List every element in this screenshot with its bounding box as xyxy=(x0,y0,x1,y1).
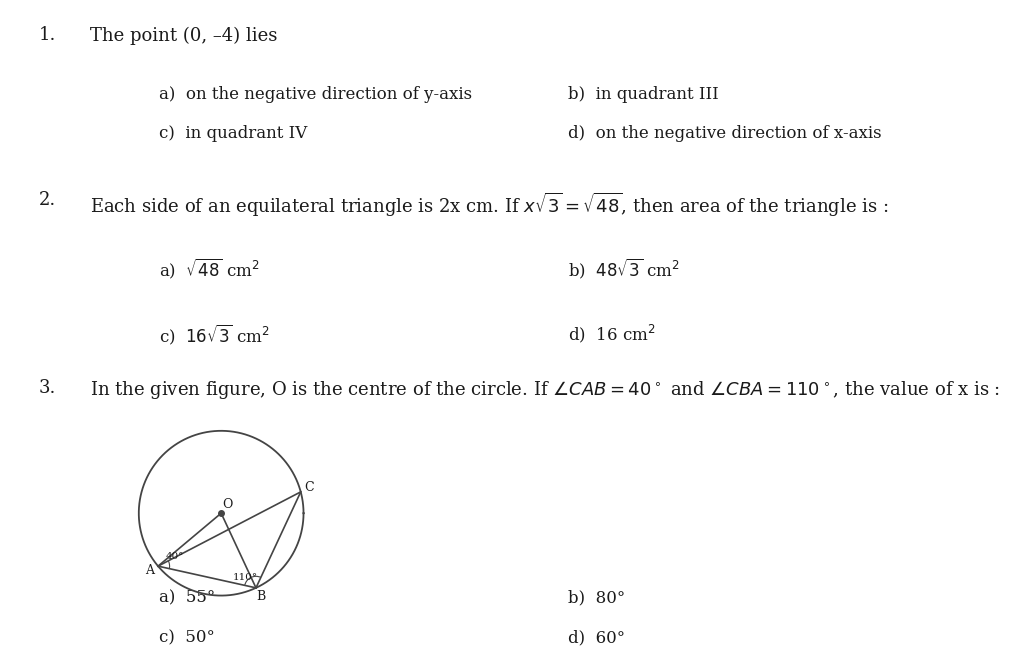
Text: 40°: 40° xyxy=(165,552,183,561)
Text: Each side of an equilateral triangle is 2x cm. If $x\sqrt{3} = \sqrt{48}$, then : Each side of an equilateral triangle is … xyxy=(90,191,889,219)
Text: A: A xyxy=(145,563,155,577)
Text: b)  80°: b) 80° xyxy=(568,590,626,607)
Text: d)  16 cm$^2$: d) 16 cm$^2$ xyxy=(568,323,656,345)
Text: C: C xyxy=(304,481,313,494)
Text: a)  55°: a) 55° xyxy=(159,590,215,607)
Text: In the given figure, O is the centre of the circle. If $\angle CAB = 40^\circ$ a: In the given figure, O is the centre of … xyxy=(90,379,1000,401)
Text: b)  in quadrant III: b) in quadrant III xyxy=(568,86,719,103)
Text: d)  60°: d) 60° xyxy=(568,629,626,646)
Text: The point (0, –4) lies: The point (0, –4) lies xyxy=(90,26,278,45)
Text: 110°: 110° xyxy=(232,573,258,582)
Text: c)  $16\sqrt{3}$ cm$^2$: c) $16\sqrt{3}$ cm$^2$ xyxy=(159,323,269,347)
Text: d)  on the negative direction of x-axis: d) on the negative direction of x-axis xyxy=(568,125,882,142)
Text: 1.: 1. xyxy=(39,26,56,44)
Text: a)  $\sqrt{48}$ cm$^2$: a) $\sqrt{48}$ cm$^2$ xyxy=(159,257,259,281)
Text: a)  on the negative direction of y-axis: a) on the negative direction of y-axis xyxy=(159,86,472,103)
Text: b)  $48\sqrt{3}$ cm$^2$: b) $48\sqrt{3}$ cm$^2$ xyxy=(568,257,680,281)
Text: c)  50°: c) 50° xyxy=(159,629,215,646)
Text: 2.: 2. xyxy=(39,191,56,209)
Text: 3.: 3. xyxy=(39,379,56,397)
Text: O: O xyxy=(222,498,232,511)
Text: c)  in quadrant IV: c) in quadrant IV xyxy=(159,125,307,142)
Text: B: B xyxy=(256,590,265,602)
